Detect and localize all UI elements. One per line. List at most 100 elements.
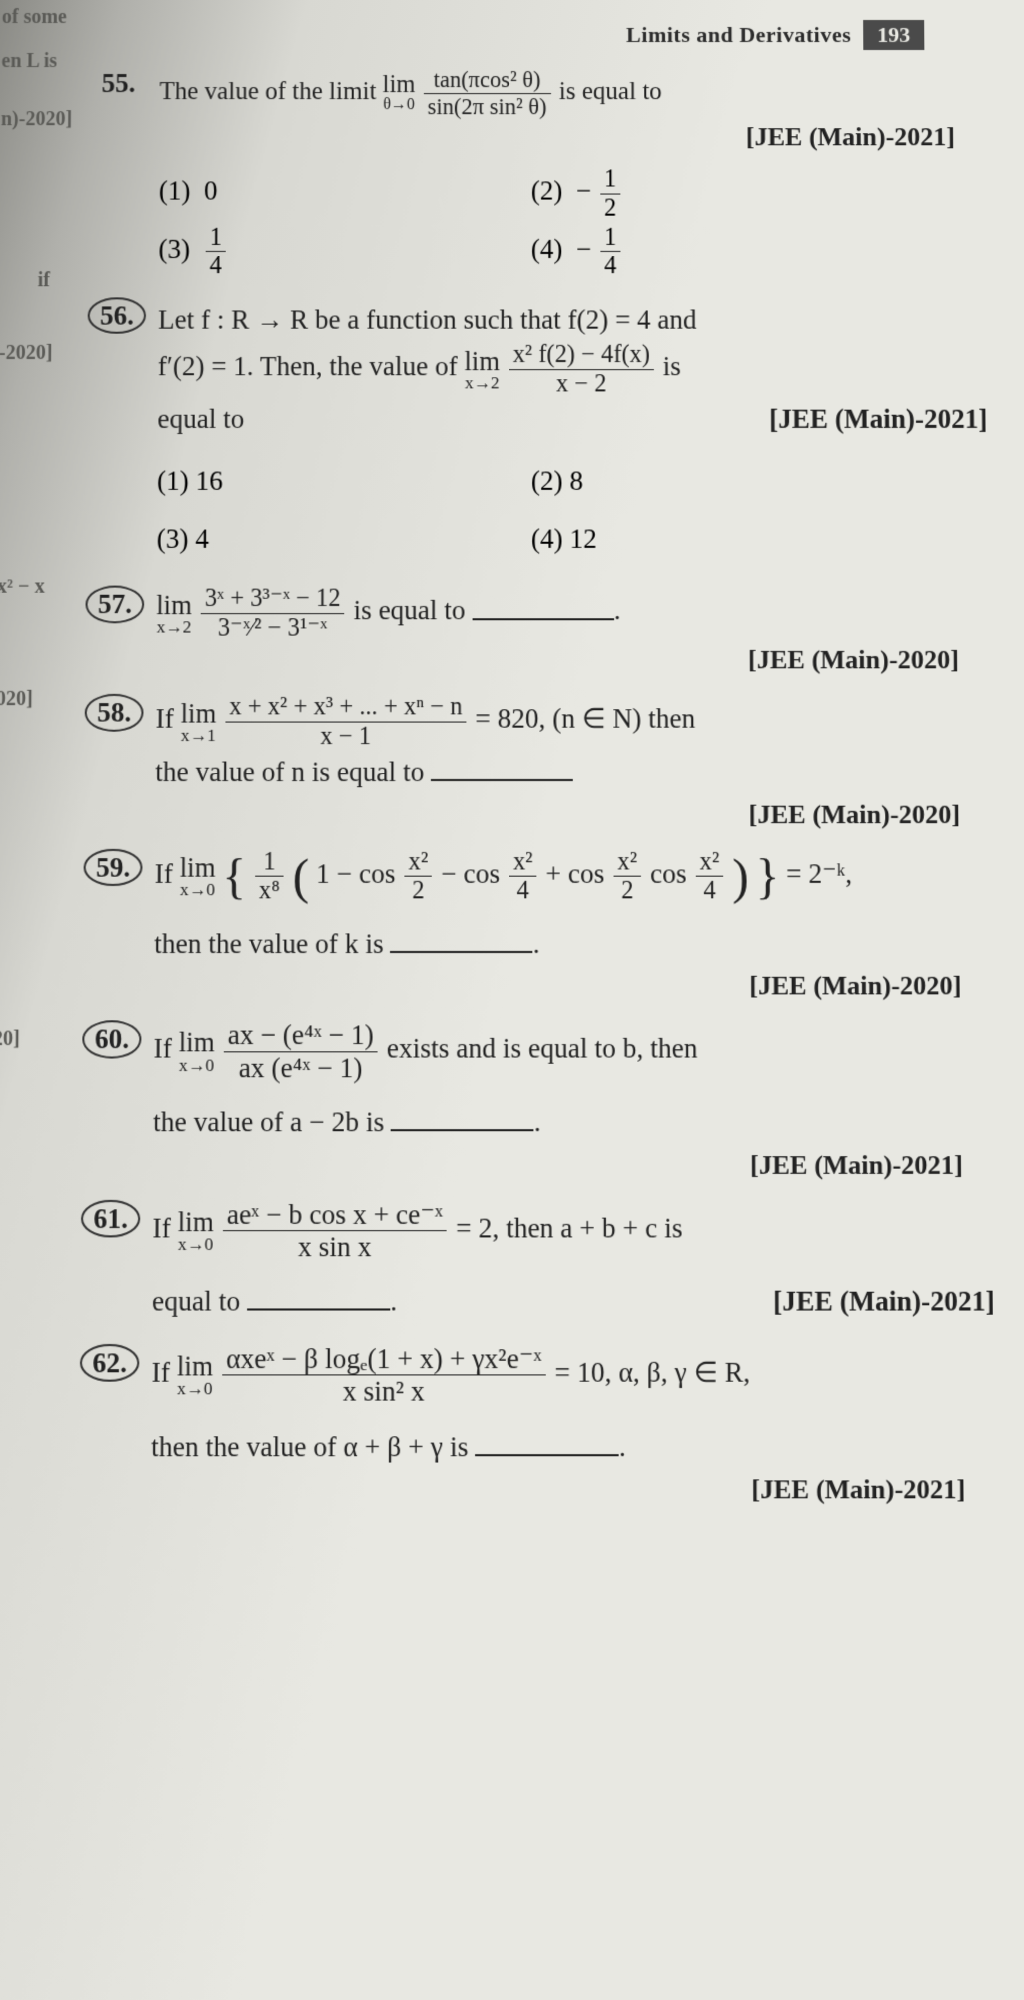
margin-note: 20] bbox=[0, 1027, 20, 1051]
question-number: 55. bbox=[89, 68, 147, 99]
text: 1 − cos bbox=[316, 858, 395, 889]
value: 0 bbox=[204, 176, 218, 206]
fraction: 1 x⁸ bbox=[253, 849, 286, 905]
text-line: the value of a − 2b is . bbox=[153, 1099, 993, 1145]
fraction: x² f(2) − 4f(x) x − 2 bbox=[507, 342, 656, 397]
page-number: 193 bbox=[863, 20, 924, 50]
margin-note: en L is bbox=[1, 50, 57, 73]
lim-sub: θ→0 bbox=[383, 97, 416, 113]
denominator: 2 bbox=[600, 194, 620, 221]
brace-open: { bbox=[222, 849, 246, 905]
blank bbox=[247, 1285, 390, 1310]
denominator: 2 bbox=[613, 877, 641, 904]
denominator: x sin² x bbox=[222, 1376, 546, 1407]
text: then the value of α + β + γ is bbox=[151, 1431, 475, 1463]
text: exists and is equal to b, then bbox=[387, 1033, 698, 1064]
fraction: αxeˣ − β logₑ(1 + x) + γx²e⁻ˣ x sin² x bbox=[220, 1344, 548, 1407]
question-number: 58. bbox=[85, 694, 144, 731]
margin-note: 020] bbox=[0, 688, 33, 712]
text: then the value of k is bbox=[154, 928, 390, 959]
question-number: 59. bbox=[83, 849, 142, 886]
limit: lim x→1 bbox=[180, 700, 216, 745]
denominator: sin(2π sin² θ) bbox=[424, 94, 551, 119]
question-62: 62. If lim x→0 αxeˣ − β logₑ(1 + x) + γx… bbox=[79, 1344, 997, 1506]
margin-note: -2020] bbox=[0, 342, 53, 365]
source-tag: [JEE (Main)-2020] bbox=[156, 645, 990, 676]
fraction: 1 4 bbox=[598, 225, 622, 279]
value: 16 bbox=[196, 465, 223, 495]
text: the value of n is equal to bbox=[155, 757, 431, 788]
text: = 2, then a + b + c is bbox=[456, 1212, 683, 1243]
label: (4) bbox=[531, 234, 563, 264]
text-line: equal to . [JEE (Main)-2021] bbox=[152, 1278, 995, 1325]
text-line: Let f : R → R be a function such that f(… bbox=[158, 297, 987, 342]
lim: lim bbox=[179, 1029, 215, 1056]
numerator: 3ˣ + 3³⁻ˣ − 12 bbox=[201, 586, 345, 614]
fraction: 3ˣ + 3³⁻ˣ − 12 3⁻ˣ⁄² − 3¹⁻ˣ bbox=[198, 586, 346, 641]
option-2: (2) − 1 2 bbox=[531, 163, 903, 221]
source-tag: [JEE (Main)-2021] bbox=[153, 1150, 994, 1181]
numerator: 1 bbox=[600, 225, 620, 253]
text: equal to . bbox=[152, 1278, 397, 1325]
blank bbox=[390, 928, 532, 953]
lim-sub: x→2 bbox=[156, 618, 192, 636]
fraction: x²4 bbox=[507, 849, 539, 905]
fraction: x²2 bbox=[611, 849, 643, 905]
numerator: ax − (e⁴ˣ − 1) bbox=[223, 1021, 377, 1052]
text: is equal to bbox=[353, 595, 472, 626]
value: 12 bbox=[570, 523, 597, 554]
question-58: 58. If lim x→1 x + x² + x³ + ... + xⁿ − … bbox=[84, 694, 991, 830]
label: (2) bbox=[531, 465, 563, 495]
text-line: then the value of α + β + γ is . bbox=[151, 1423, 996, 1470]
question-number: 62. bbox=[80, 1344, 140, 1382]
text: the value of a − 2b is bbox=[153, 1106, 391, 1137]
label: (2) bbox=[531, 176, 563, 206]
denominator: 4 bbox=[600, 252, 620, 279]
value: 8 bbox=[569, 465, 583, 495]
question-61: 61. If lim x→0 aeˣ − b cos x + ce⁻ˣ x si… bbox=[80, 1200, 995, 1326]
denominator: 2 bbox=[404, 877, 432, 904]
label: (1) bbox=[159, 176, 191, 206]
text-line: If lim x→0 { 1 x⁸ ( 1 − cos x²2 − cos x²… bbox=[154, 849, 991, 905]
text: If bbox=[151, 1356, 177, 1387]
question-number: 57. bbox=[85, 586, 144, 623]
question-60: 60. If lim x→0 ax − (e⁴ˣ − 1) ax (e⁴ˣ − … bbox=[81, 1021, 993, 1181]
denominator: 4 bbox=[205, 252, 225, 279]
text-line: the value of n is equal to bbox=[155, 750, 990, 796]
fraction: x + x² + x³ + ... + xⁿ − n x − 1 bbox=[223, 694, 469, 749]
limit: lim x→2 bbox=[156, 591, 192, 636]
numerator: αxeˣ − β logₑ(1 + x) + γx²e⁻ˣ bbox=[222, 1344, 546, 1376]
text: If bbox=[152, 1212, 177, 1243]
sign: − bbox=[576, 234, 591, 264]
numerator: aeˣ − b cos x + ce⁻ˣ bbox=[223, 1200, 448, 1232]
option-1: (1) 0 bbox=[159, 163, 531, 221]
option-1: (1) 16 bbox=[157, 452, 531, 510]
numerator: 1 bbox=[255, 849, 284, 877]
source-tag: [JEE (Main)-2020] bbox=[154, 971, 992, 1002]
fraction: 1 4 bbox=[203, 225, 228, 279]
options-56: (1) 16 (2) 8 (3) 4 (4) 12 bbox=[157, 452, 989, 567]
denominator: 4 bbox=[696, 877, 724, 904]
paren-close: ) bbox=[732, 849, 749, 905]
fraction: tan(πcos² θ) sin(2π sin² θ) bbox=[422, 68, 553, 118]
blank bbox=[475, 1430, 619, 1456]
question-text: If lim x→0 ax − (e⁴ˣ − 1) ax (e⁴ˣ − 1) e… bbox=[153, 1021, 993, 1146]
margin-note: x² − x bbox=[0, 575, 45, 598]
text: = 820, (n ∈ N) then bbox=[475, 704, 695, 735]
text: cos bbox=[650, 858, 687, 889]
text-line: If lim x→0 ax − (e⁴ˣ − 1) ax (e⁴ˣ − 1) e… bbox=[153, 1021, 993, 1083]
source-tag: [JEE (Main)-2021] bbox=[773, 1278, 995, 1325]
text: f′(2) = 1. Then, the value of bbox=[158, 352, 465, 382]
options-55: (1) 0 (2) − 1 2 (3) 1 4 (4) − 1 4 bbox=[158, 163, 986, 279]
question-text: lim x→2 3ˣ + 3³⁻ˣ − 12 3⁻ˣ⁄² − 3¹⁻ˣ is e… bbox=[156, 586, 989, 641]
limit: lim x→0 bbox=[179, 1029, 215, 1074]
text: equal to bbox=[152, 1286, 247, 1317]
lim: lim bbox=[181, 700, 217, 727]
text: If bbox=[155, 858, 180, 889]
denominator: 4 bbox=[509, 877, 537, 904]
numerator: tan(πcos² θ) bbox=[424, 68, 551, 94]
label: (3) bbox=[157, 523, 189, 554]
option-4: (4) 12 bbox=[531, 510, 905, 568]
blank bbox=[391, 1106, 534, 1131]
value: 4 bbox=[195, 523, 209, 554]
